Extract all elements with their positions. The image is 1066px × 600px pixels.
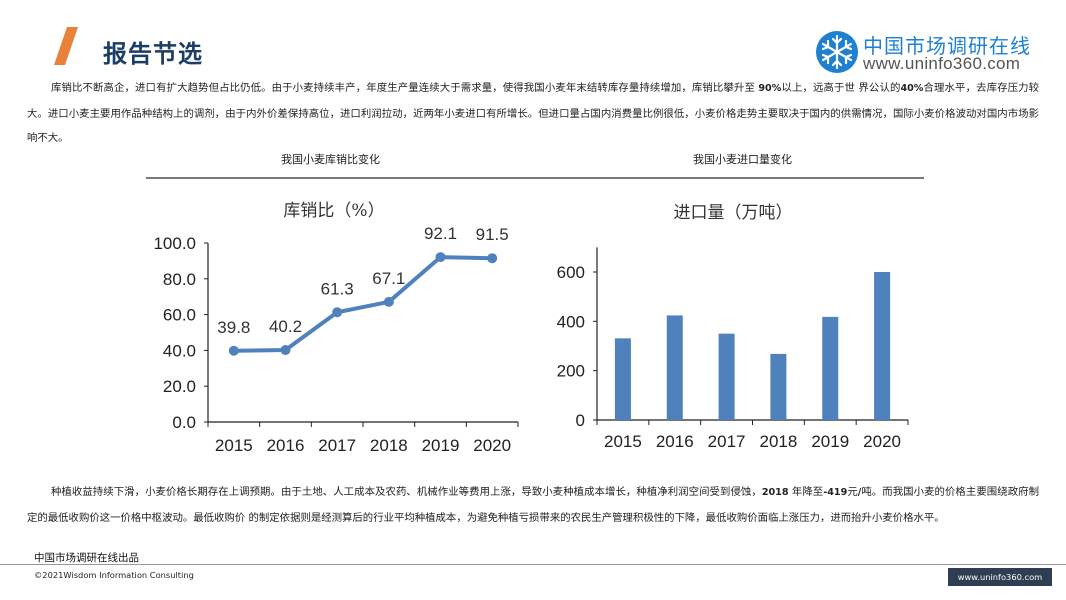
data-point bbox=[435, 252, 446, 263]
line-chart-title: 库销比（%） bbox=[283, 201, 384, 221]
y-tick-label: 60.0 bbox=[163, 306, 196, 325]
data-label: 40.2 bbox=[269, 317, 302, 336]
y-tick-label: 80.0 bbox=[163, 270, 196, 289]
data-point bbox=[383, 296, 394, 307]
line-series bbox=[233, 255, 493, 353]
caption-divider bbox=[146, 177, 924, 179]
text-run: 元 bbox=[847, 486, 858, 498]
text-run: 合理水平，去库存压力较大。进口小麦主要用作品种结构上的调剂，由于内外价差保持高位… bbox=[27, 82, 1039, 144]
data-label: 67.1 bbox=[372, 269, 405, 288]
bold-figure: 40% bbox=[900, 83, 924, 94]
x-tick-label: 2015 bbox=[215, 436, 253, 455]
text-run: 库销比不断高企，进口有扩大趋势但占比仍低。由于小麦持续丰产，年度生产量连续大于需… bbox=[51, 82, 759, 94]
page-title: 报告节选 bbox=[103, 40, 203, 68]
x-tick-label: 2018 bbox=[370, 436, 408, 455]
x-tick-label: 2016 bbox=[656, 432, 694, 451]
data-label: 92.1 bbox=[424, 224, 457, 243]
x-tick-label: 2017 bbox=[708, 432, 746, 451]
data-label: 91.5 bbox=[476, 225, 509, 244]
y-tick-label: 200 bbox=[557, 362, 585, 381]
y-tick-label: 600 bbox=[557, 263, 585, 282]
bar bbox=[666, 315, 683, 420]
y-tick-label: 0.0 bbox=[172, 413, 196, 432]
bar bbox=[614, 338, 631, 420]
bold-figure: -419 bbox=[823, 487, 848, 498]
header-accent-slash-icon bbox=[54, 27, 78, 65]
line-chart-caption: 我国小麦库销比变化 bbox=[281, 153, 380, 166]
text-run: 以上，远高于世 界公认的 bbox=[781, 82, 901, 94]
logo-url[interactable]: www.uninfo360.com bbox=[863, 54, 1021, 73]
x-tick-label: 2017 bbox=[318, 436, 356, 455]
x-tick-label: 2018 bbox=[760, 432, 798, 451]
y-tick-label: 400 bbox=[557, 312, 585, 331]
y-tick-label: 20.0 bbox=[163, 377, 196, 396]
bar bbox=[822, 316, 839, 420]
y-tick-label: 100.0 bbox=[153, 234, 196, 253]
footer-divider bbox=[0, 564, 1066, 565]
x-tick-label: 2015 bbox=[604, 432, 642, 451]
data-point bbox=[332, 307, 343, 318]
bold-figure: 2018 bbox=[761, 487, 789, 498]
snowflake-logo-icon bbox=[816, 31, 858, 73]
bold-figure: / bbox=[857, 487, 862, 498]
stock-to-use-ratio-chart: 库销比（%） 0.0 20.0 40.0 60.0 80.0 100.0 2015 2016… bbox=[153, 201, 519, 455]
bar-chart-title: 进口量（万吨） bbox=[674, 203, 793, 223]
data-point bbox=[280, 345, 291, 356]
text-run: 种植收益持续下滑，小麦价格长期存在上调预期。由于土地、人工成本及农药、机械作业等… bbox=[51, 486, 762, 498]
footer-copyright: ©2021Wisdom Information Consulting bbox=[34, 570, 194, 580]
x-tick-label: 2019 bbox=[811, 432, 849, 451]
x-tick-label: 2020 bbox=[863, 432, 901, 451]
wheat-import-volume-chart: 进口量（万吨） 0 200 400 600 2015 2016 2017 2018 2019 2… bbox=[557, 203, 909, 451]
bar bbox=[874, 272, 891, 420]
x-tick-label: 2016 bbox=[267, 436, 305, 455]
data-point bbox=[487, 253, 498, 264]
bar bbox=[718, 333, 735, 420]
y-tick-label: 0 bbox=[576, 411, 585, 430]
text-run: 吨。而我国小麦的价格主要围绕政府制定的最低收购价这一价格中枢波动。最低收购价 的… bbox=[27, 486, 1039, 524]
logo-brand-name: 中国市场调研在线 bbox=[863, 34, 1031, 58]
y-tick-label: 40.0 bbox=[163, 341, 196, 360]
footer-brand-label: 中国市场调研在线出品 bbox=[34, 552, 139, 564]
bold-figure: 90% bbox=[758, 83, 782, 94]
x-tick-label: 2020 bbox=[473, 436, 511, 455]
text-run: 年降至 bbox=[788, 486, 824, 498]
brand-logo[interactable]: 中国市场调研在线 www.uninfo360.com bbox=[815, 29, 1055, 77]
data-label: 61.3 bbox=[321, 279, 354, 298]
footer-url-link[interactable]: www.uninfo360.com bbox=[948, 568, 1052, 586]
intro-paragraph: 库销比不断高企，进口有扩大趋势但占比仍低。由于小麦持续丰产，年度生产量连续大于需… bbox=[27, 76, 1039, 151]
data-point bbox=[228, 345, 239, 356]
x-tick-label: 2019 bbox=[422, 436, 460, 455]
data-label: 39.8 bbox=[217, 318, 250, 337]
bar bbox=[770, 353, 787, 420]
analysis-paragraph: 种植收益持续下滑，小麦价格长期存在上调预期。由于土地、人工成本及农药、机械作业等… bbox=[27, 480, 1039, 530]
bar-chart-caption: 我国小麦进口量变化 bbox=[693, 153, 792, 166]
